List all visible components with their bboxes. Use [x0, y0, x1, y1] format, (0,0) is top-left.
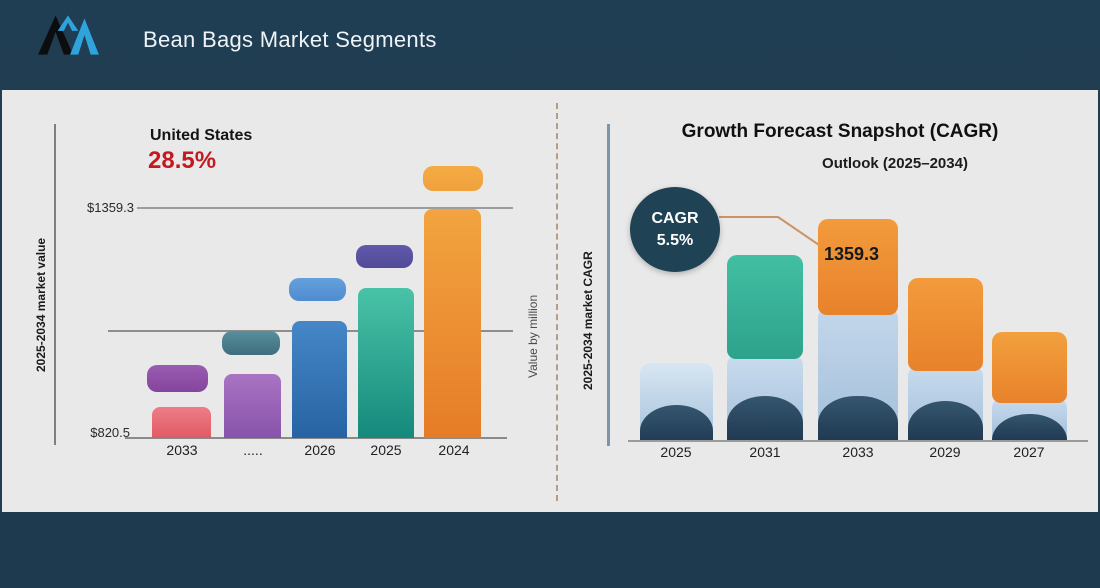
right-chart-subtitle: Outlook (2025–2034) [822, 155, 968, 172]
left-chart-tick-bottom: $820.5 [90, 425, 130, 440]
left-bar-cap-2025 [356, 245, 413, 268]
left-chart-y-axis-line [54, 124, 56, 445]
right-bar-value-label: 1359.3 [824, 244, 880, 264]
cagr-bubble-value: 5.5% [656, 231, 694, 249]
left-bar-2025 [358, 288, 414, 438]
right-chart-y-axis-line [607, 124, 610, 446]
right-chart-x-axis-line [628, 440, 1088, 442]
cagr-bubble: CAGR 5.5% [630, 187, 720, 272]
left-bar-cap-2026 [289, 278, 346, 301]
left-cat-2024: 2024 [438, 442, 470, 458]
right-bar-2033-base [818, 396, 898, 440]
footer-bar: @ All Market Analysis Snapshot GlobalBea… [0, 512, 1100, 588]
right-bar-2031-base [727, 396, 803, 440]
left-bar-2033 [152, 407, 211, 438]
left-cat-2033: 2033 [166, 442, 198, 458]
page-title: Bean Bags Market Segments [143, 27, 437, 52]
right-bar-2027-orange [992, 332, 1067, 403]
left-chart-x-axis-line [125, 437, 507, 439]
left-chart-gridline-top [137, 207, 513, 209]
right-chart-title: Growth Forecast Snapshot (CAGR) [681, 121, 999, 142]
left-bar-2026 [292, 321, 347, 438]
chart-divider-line [556, 103, 558, 501]
ama-logo-icon [38, 15, 99, 55]
left-cat-2025: 2025 [370, 442, 402, 458]
left-bar-cap-2024 [423, 166, 483, 191]
header-bar: Bean Bags Market Segments [0, 0, 1100, 90]
right-cat-2029: 2029 [929, 444, 961, 460]
left-chart-y-axis-label: 2025-2034 market value [34, 237, 48, 372]
right-bar-2029-orange [908, 278, 983, 371]
right-bar-2033-orange [818, 219, 898, 315]
right-cat-2031: 2031 [749, 444, 781, 460]
left-chart-title: United States [150, 127, 253, 144]
left-cat-2026: 2026 [304, 442, 336, 458]
right-cat-2025: 2025 [660, 444, 692, 460]
left-bar-cap-2033 [147, 365, 208, 392]
right-cat-2027: 2027 [1013, 444, 1045, 460]
right-bar-2029-base [908, 401, 983, 440]
left-cat-dots: ..... [243, 442, 263, 458]
left-chart-right-axis-label: Value by million [526, 294, 540, 378]
right-chart-y-axis-label: 2025-2034 market CAGR [581, 251, 595, 390]
left-chart-tick-top: $1359.3 [87, 200, 134, 215]
right-bar-2031-teal [727, 255, 803, 359]
right-cat-2033: 2033 [842, 444, 874, 460]
right-bar-2025-base [640, 405, 713, 440]
left-bar-dots [224, 374, 281, 438]
left-chart-highlight-value: 28.5% [148, 147, 217, 174]
left-bar-cap-dots [222, 331, 280, 355]
left-bar-2024 [424, 209, 481, 438]
cagr-bubble-label: CAGR [651, 209, 699, 227]
